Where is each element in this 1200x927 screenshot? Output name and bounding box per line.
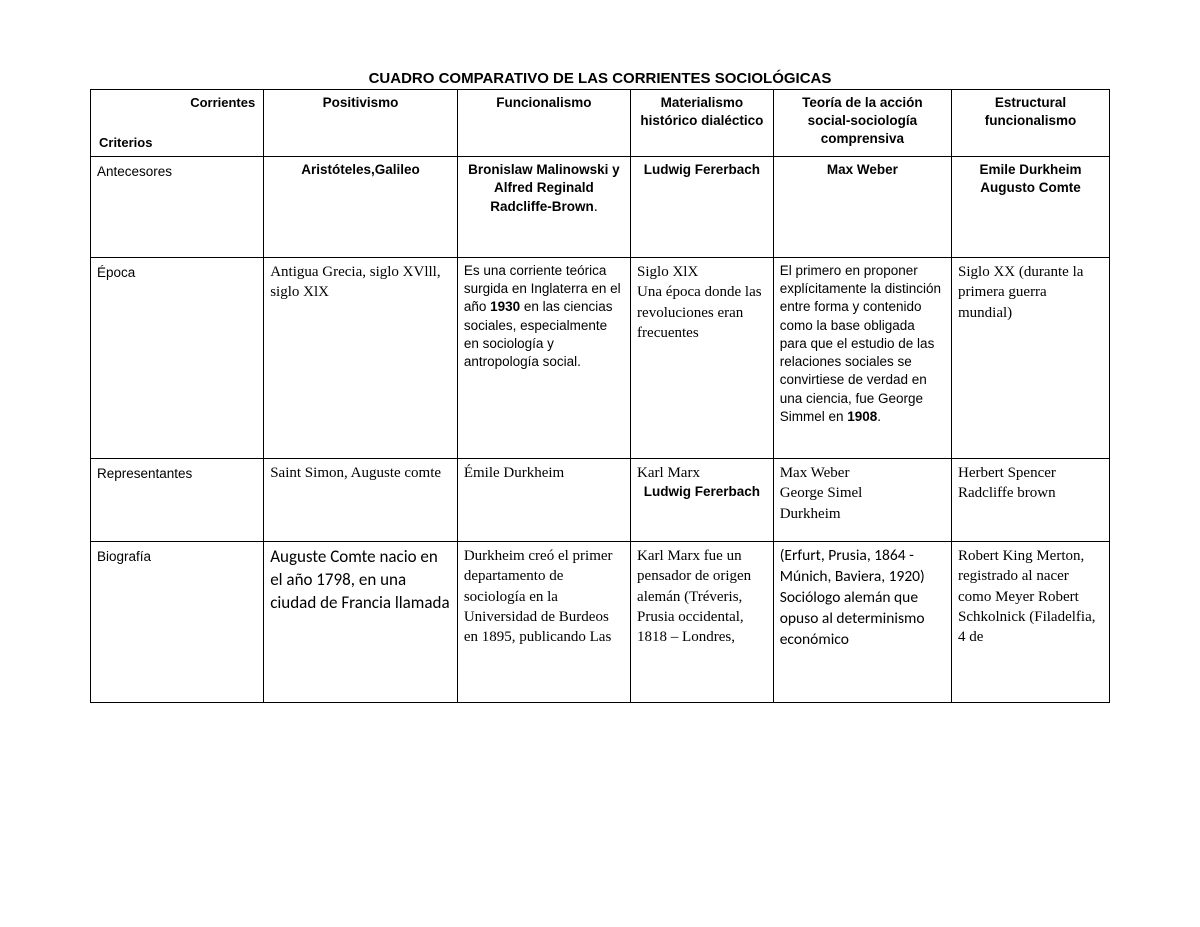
repr-mat-line1: Karl Marx <box>637 465 700 481</box>
corner-bottom: Criterios <box>99 134 152 152</box>
cell-bio-funcionalismo: Durkheim creó el primer departamento de … <box>457 542 630 703</box>
row-biografia: Biografía Auguste Comte nacio en el año … <box>91 542 1110 703</box>
cell-bio-positivismo: Auguste Comte nacio en el año 1798, en u… <box>264 542 458 703</box>
cell-antec-accion: Max Weber <box>773 157 951 258</box>
epoca-accion-pre: El primero en proponer explícitamente la… <box>780 263 941 424</box>
cell-repr-positivismo: Saint Simon, Auguste comte <box>264 459 458 542</box>
antec-func-dot: . <box>594 199 598 215</box>
cell-bio-materialismo: Karl Marx fue un pensador de origen alem… <box>631 542 774 703</box>
col-header-accion: Teoría de la acción social-sociología co… <box>773 90 951 157</box>
header-row: Corrientes Criterios Positivismo Funcion… <box>91 90 1110 157</box>
col-header-positivismo: Positivismo <box>264 90 458 157</box>
corner-cell: Corrientes Criterios <box>91 90 264 157</box>
row-label-epoca: Época <box>91 258 264 459</box>
col-header-estructural: Estructural funcionalismo <box>952 90 1110 157</box>
cell-epoca-positivismo: Antigua Grecia, siglo XVlll, siglo XlX <box>264 258 458 459</box>
cell-antec-estructural: Emile Durkheim Augusto Comte <box>952 157 1110 258</box>
epoca-accion-bold: 1908 <box>847 409 877 424</box>
row-antecesores: Antecesores Aristóteles,Galileo Bronisla… <box>91 157 1110 258</box>
cell-epoca-funcionalismo: Es una corriente teórica surgida en Ingl… <box>457 258 630 459</box>
row-epoca: Época Antigua Grecia, siglo XVlll, siglo… <box>91 258 1110 459</box>
cell-antec-funcionalismo: Bronislaw Malinowski y Alfred Reginald R… <box>457 157 630 258</box>
col-header-materialismo: Materialismo histórico dialéctico <box>631 90 774 157</box>
cell-bio-estructural: Robert King Merton, registrado al nacer … <box>952 542 1110 703</box>
row-label-biografia: Biografía <box>91 542 264 703</box>
comparison-table: Corrientes Criterios Positivismo Funcion… <box>90 89 1110 703</box>
corner-top: Corrientes <box>190 94 255 112</box>
cell-repr-funcionalismo: Émile Durkheim <box>457 459 630 542</box>
repr-mat-line2: Ludwig Fererbach <box>637 483 767 501</box>
epoca-func-bold: 1930 <box>490 299 520 314</box>
row-representantes: Representantes Saint Simon, Auguste comt… <box>91 459 1110 542</box>
cell-bio-accion: (Erfurt, Prusia, 1864 - Múnich, Baviera,… <box>773 542 951 703</box>
cell-epoca-estructural: Siglo XX (durante la primera guerra mund… <box>952 258 1110 459</box>
cell-antec-positivismo: Aristóteles,Galileo <box>264 157 458 258</box>
row-label-representantes: Representantes <box>91 459 264 542</box>
col-header-funcionalismo: Funcionalismo <box>457 90 630 157</box>
epoca-accion-post: . <box>877 409 881 424</box>
row-label-antecesores: Antecesores <box>91 157 264 258</box>
cell-epoca-materialismo: Siglo XlX Una época donde las revolucion… <box>631 258 774 459</box>
cell-epoca-accion: El primero en proponer explícitamente la… <box>773 258 951 459</box>
cell-repr-estructural: Herbert Spencer Radcliffe brown <box>952 459 1110 542</box>
cell-repr-materialismo: Karl Marx Ludwig Fererbach <box>631 459 774 542</box>
cell-antec-materialismo: Ludwig Fererbach <box>631 157 774 258</box>
page-title: CUADRO COMPARATIVO DE LAS CORRIENTES SOC… <box>90 70 1110 87</box>
cell-repr-accion: Max Weber George Simel Durkheim <box>773 459 951 542</box>
